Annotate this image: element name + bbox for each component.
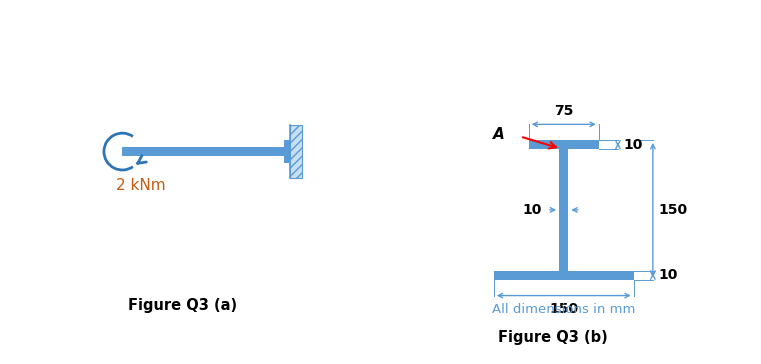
Text: 10: 10 <box>623 138 642 152</box>
Bar <box>559 149 568 270</box>
Text: 10: 10 <box>658 268 677 282</box>
Text: 75: 75 <box>554 104 574 118</box>
Bar <box>529 140 599 149</box>
Text: 2 kNm: 2 kNm <box>116 178 165 193</box>
Text: A: A <box>492 127 505 142</box>
Bar <box>291 125 302 178</box>
Text: All dimensions in mm: All dimensions in mm <box>492 303 635 316</box>
Bar <box>291 125 302 178</box>
Bar <box>284 140 290 163</box>
Text: 150: 150 <box>658 203 687 217</box>
Text: Figure Q3 (b): Figure Q3 (b) <box>498 330 608 345</box>
Bar <box>494 270 634 280</box>
Text: 150: 150 <box>549 302 578 316</box>
Text: Figure Q3 (a): Figure Q3 (a) <box>128 298 237 313</box>
Bar <box>123 147 290 156</box>
Text: 10: 10 <box>522 203 542 217</box>
